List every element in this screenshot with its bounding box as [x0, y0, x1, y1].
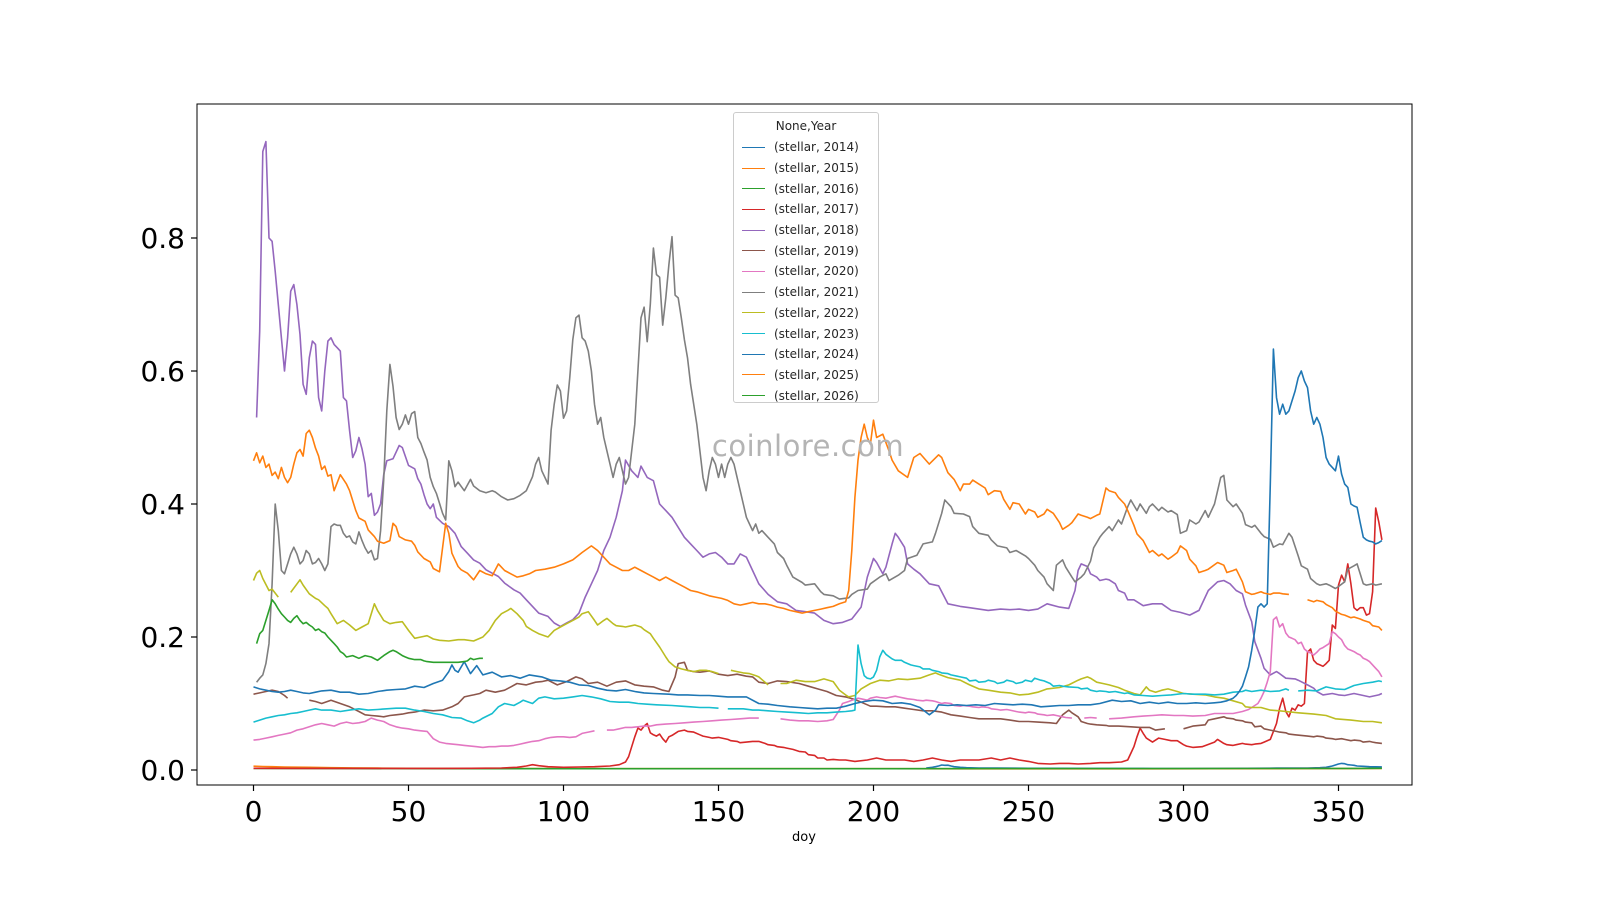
- legend-item-label: (stellar, 2018): [774, 223, 859, 238]
- legend-item-label: (stellar, 2025): [774, 367, 859, 382]
- legend-item: (stellar, 2019): [740, 240, 872, 261]
- legend-swatch-line: [742, 333, 765, 335]
- x-tick-label: 0: [245, 795, 263, 828]
- series-line: [255, 235, 1383, 683]
- legend-item: (stellar, 2018): [740, 220, 872, 241]
- legend-title: None,Year: [775, 119, 837, 133]
- legend-item: (stellar, 2024): [740, 344, 872, 365]
- legend-swatch-line: [742, 229, 765, 231]
- legend-swatch-line: [742, 395, 765, 397]
- legend-item: (stellar, 2023): [740, 323, 872, 344]
- legend-item-label: (stellar, 2020): [774, 264, 859, 279]
- legend-swatch-line: [742, 167, 765, 169]
- y-tick-label: 0.8: [140, 222, 185, 255]
- legend-item-label: (stellar, 2017): [774, 202, 859, 217]
- legend-swatch-line: [742, 291, 765, 293]
- series-line: [253, 507, 1383, 770]
- legend: None,Year (stellar, 2014) (stellar, 2015)…: [733, 112, 879, 403]
- series-line: [255, 599, 483, 664]
- legend-item-label: (stellar, 2016): [774, 181, 859, 196]
- x-tick-label: 200: [847, 795, 900, 828]
- legend-item-label: (stellar, 2023): [774, 326, 859, 341]
- legend-item: (stellar, 2025): [740, 365, 872, 386]
- series-line: [253, 348, 1383, 716]
- x-tick-label: 100: [537, 795, 590, 828]
- legend-swatch-line: [742, 374, 765, 376]
- watermark: coinlore.com: [711, 429, 905, 463]
- legend-item-label: (stellar, 2022): [774, 305, 859, 320]
- x-tick-label: 300: [1157, 795, 1210, 828]
- x-tick-label: 150: [692, 795, 745, 828]
- y-tick-label: 0.6: [140, 355, 185, 388]
- x-tick-label: 350: [1312, 795, 1365, 828]
- x-tick-label: 50: [391, 795, 427, 828]
- legend-swatch-line: [742, 250, 765, 252]
- legend-swatch-line: [742, 270, 765, 272]
- y-tick-label: 0.2: [140, 621, 185, 654]
- legend-item: (stellar, 2017): [740, 199, 872, 220]
- series-line: [253, 616, 1383, 749]
- legend-item: (stellar, 2014): [740, 137, 872, 158]
- legend-item-label: (stellar, 2014): [774, 140, 859, 155]
- series-line: [252, 569, 1383, 724]
- legend-item: (stellar, 2022): [740, 303, 872, 324]
- plot-border: [196, 103, 1413, 786]
- legend-item-label: (stellar, 2026): [774, 388, 859, 403]
- legend-item: (stellar, 2015): [740, 158, 872, 179]
- legend-item: (stellar, 2021): [740, 282, 872, 303]
- legend-swatch-line: [742, 208, 765, 210]
- legend-items: (stellar, 2014) (stellar, 2015) (stellar, …: [740, 137, 872, 406]
- legend-swatch-line: [742, 188, 765, 190]
- legend-swatch-line: [742, 312, 765, 314]
- x-axis-label: doy: [792, 830, 816, 845]
- series-line: [253, 644, 1383, 724]
- legend-swatch-line: [742, 146, 765, 148]
- series-line: [255, 140, 1383, 698]
- legend-item: (stellar, 2020): [740, 261, 872, 282]
- series-line: [252, 419, 1383, 631]
- y-tick-label: 0.4: [140, 488, 185, 521]
- legend-item: (stellar, 2016): [740, 178, 872, 199]
- legend-item-label: (stellar, 2024): [774, 347, 859, 362]
- legend-item-label: (stellar, 2021): [774, 285, 859, 300]
- x-tick-label: 250: [1002, 795, 1055, 828]
- legend-item: (stellar, 2026): [740, 385, 872, 406]
- legend-item-label: (stellar, 2015): [774, 161, 859, 176]
- legend-item-label: (stellar, 2019): [774, 243, 859, 258]
- y-tick-label: 0.0: [140, 754, 185, 787]
- legend-swatch-line: [742, 353, 765, 355]
